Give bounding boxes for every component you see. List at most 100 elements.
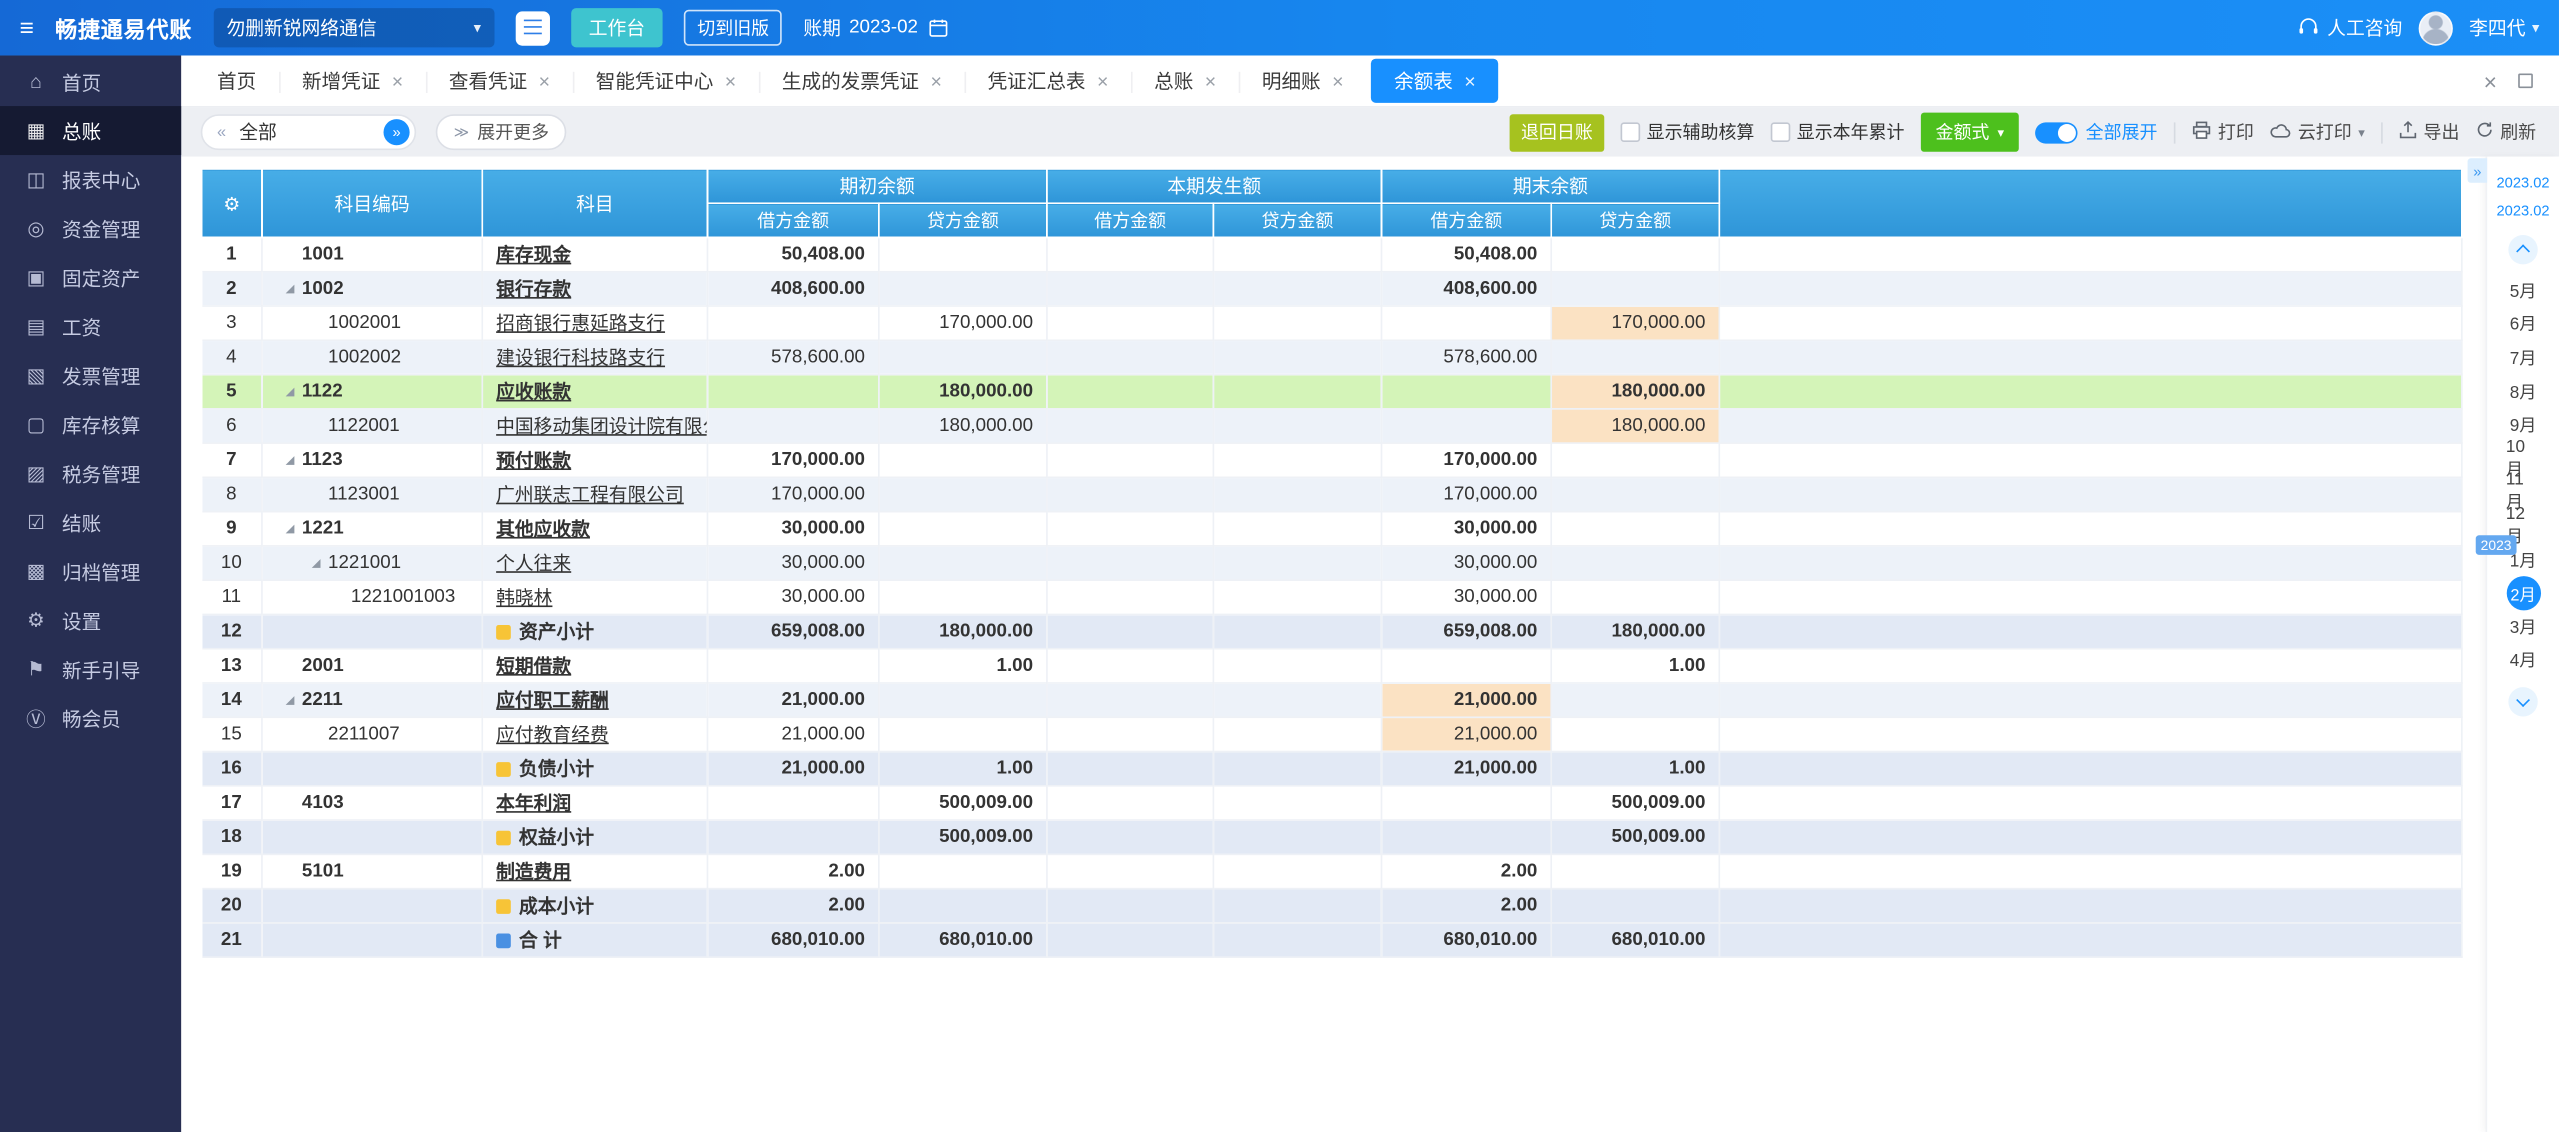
tab-balance-sheet[interactable]: 余额表 × (1371, 58, 1499, 103)
subject-link[interactable]: 本年利润 (496, 794, 572, 815)
subject-link[interactable]: 应付职工薪酬 (496, 691, 609, 712)
tab-close-icon[interactable]: × (538, 69, 551, 93)
table-row-20[interactable]: 20 成本小计 2.00 2.00 (201, 888, 2463, 924)
tab-view-voucher[interactable]: 查看凭证 × (426, 55, 573, 107)
sidebar-item-home[interactable]: ⌂ 首页 (0, 57, 181, 106)
fullscreen-icon[interactable] (2518, 73, 2533, 89)
subject-link[interactable]: 招商银行惠延路支行 (496, 314, 666, 335)
tab-close-icon[interactable]: × (1332, 69, 1344, 93)
month-item-10[interactable]: 10月 (2505, 436, 2526, 480)
support-link[interactable]: 人工咨询 (2298, 15, 2402, 41)
refresh-button[interactable]: 刷新 (2476, 119, 2536, 145)
close-all-tabs-icon[interactable]: × (2483, 67, 2497, 94)
tab-smart-voucher-center[interactable]: 智能凭证中心 × (572, 55, 759, 107)
expand-icon[interactable]: ◢ (285, 523, 295, 536)
month-item-1[interactable]: 1月 (2509, 550, 2537, 571)
tab-close-icon[interactable]: × (930, 69, 942, 93)
expand-icon[interactable]: ◢ (285, 386, 295, 399)
month-item-5[interactable]: 5月 (2509, 282, 2537, 302)
sidebar-item-archive[interactable]: ▩ 归档管理 (0, 547, 181, 596)
table-row-10[interactable]: 10 ◢ 1221001 个人往来 30,000.00 30,000.00 (201, 545, 2463, 581)
expand-icon[interactable]: ◢ (285, 455, 295, 467)
subject-link[interactable]: 应收账款 (496, 383, 572, 404)
month-item-9[interactable]: 9月 (2509, 416, 2537, 437)
table-row-14[interactable]: 14 ◢ 2211 应付职工薪酬 21,000.00 21,000.00 (201, 682, 2463, 719)
table-row-13[interactable]: 13 2001 短期借款 1.00 1.00 (201, 648, 2463, 684)
column-settings-gear-icon[interactable]: ⚙ (200, 168, 263, 239)
month-item-7[interactable]: 7月 (2509, 349, 2537, 369)
go-arrow-icon[interactable]: » (383, 119, 410, 146)
note-icon[interactable] (515, 10, 550, 45)
expand-icon[interactable]: ◢ (311, 558, 321, 570)
month-item-8[interactable]: 8月 (2509, 382, 2537, 403)
workbench-button[interactable]: 工作台 (570, 8, 664, 48)
table-row-2[interactable]: 2 ◢ 1002 银行存款 408,600.00 408,600.00 (201, 271, 2463, 307)
subject-link[interactable]: 建设银行科技路支行 (496, 349, 666, 369)
table-row-16[interactable]: 16 负债小计 21,000.00 1.00 21,000.00 1.00 (201, 751, 2463, 787)
table-row-15[interactable]: 15 2211007 应付教育经费 21,000.00 21,000.00 (201, 717, 2463, 753)
sidebar-item-inventory[interactable]: ▢ 库存核算 (0, 400, 181, 449)
scroll-down-icon[interactable] (2508, 687, 2538, 717)
table-row-9[interactable]: 9 ◢ 1221 其他应收款 30,000.00 30,000.00 (201, 511, 2463, 547)
subject-link[interactable]: 广州联志工程有限公司 (496, 486, 684, 506)
table-row-3[interactable]: 3 1002001 招商银行惠延路支行 170,000.00 170,000.0… (201, 306, 2463, 342)
table-row-6[interactable]: 6 1122001 中国移动集团设计院有限公司划 180,000.00 180,… (201, 408, 2463, 444)
subject-link[interactable]: 其他应收款 (496, 520, 590, 541)
subject-filter[interactable]: « 全部 » (200, 114, 417, 151)
amount-style-button[interactable]: 金额式 ▾ (1920, 112, 2019, 152)
table-row-21[interactable]: 21 合 计 680,010.00 680,010.00 680,010.00 … (201, 922, 2463, 958)
month-item-3[interactable]: 3月 (2509, 618, 2537, 638)
show-ytd-checkbox[interactable]: 显示本年累计 (1770, 119, 1904, 145)
tab-detail-ledger[interactable]: 明细账 × (1239, 55, 1366, 107)
sidebar-item-member[interactable]: Ⓥ 畅会员 (0, 694, 181, 743)
subject-link[interactable]: 短期借款 (496, 657, 572, 678)
sidebar-item-guide[interactable]: ⚑ 新手引导 (0, 645, 181, 694)
tab-new-voucher[interactable]: 新增凭证 × (279, 55, 426, 107)
subject-link[interactable]: 韩晓林 (496, 589, 553, 609)
tab-close-icon[interactable]: × (1464, 69, 1476, 93)
tab-voucher-summary[interactable]: 凭证汇总表 × (964, 55, 1132, 107)
period-range[interactable]: 2023.02 2023.02 (2487, 170, 2559, 225)
sidebar-item-closing[interactable]: ☑ 结账 (0, 498, 181, 547)
user-menu[interactable]: 李四代 ▾ (2469, 18, 2540, 40)
menu-icon[interactable]: ≡ (19, 13, 34, 42)
return-day-book-button[interactable]: 退回日账 (1509, 113, 1605, 151)
sidebar-item-settings[interactable]: ⚙ 设置 (0, 596, 181, 645)
sidebar-item-fixed-assets[interactable]: ▣ 固定资产 (0, 253, 181, 302)
expand-more-button[interactable]: ≫ 展开更多 (435, 114, 567, 151)
tab-close-icon[interactable]: × (391, 69, 404, 93)
export-button[interactable]: 导出 (2399, 119, 2459, 145)
tab-general-ledger[interactable]: 总账 × (1131, 55, 1239, 107)
table-row-7[interactable]: 7 ◢ 1123 预付账款 170,000.00 170,000.00 (201, 443, 2463, 479)
tab-home[interactable]: 首页 (217, 70, 257, 94)
sidebar-item-general-ledger[interactable]: ▦ 总账 (0, 106, 182, 156)
col-header-subject[interactable]: 科目 (481, 168, 709, 239)
accounting-period[interactable]: 账期 2023-02 (803, 15, 949, 41)
month-item-6[interactable]: 6月 (2509, 315, 2537, 336)
print-button[interactable]: 打印 (2192, 119, 2254, 145)
expand-all-toggle[interactable] (2035, 121, 2078, 143)
table-row-18[interactable]: 18 权益小计 500,009.00 500,009.00 (201, 820, 2463, 856)
subject-link[interactable]: 制造费用 (496, 863, 572, 883)
show-aux-checkbox[interactable]: 显示辅助核算 (1620, 119, 1754, 145)
table-row-1[interactable]: 1 1001 库存现金 50,408.00 50,408.00 (201, 237, 2463, 273)
subject-link[interactable]: 库存现金 (496, 246, 572, 267)
subject-link[interactable]: 预付账款 (496, 452, 572, 472)
table-row-8[interactable]: 8 1123001 广州联志工程有限公司 170,000.00 170,000.… (201, 477, 2463, 513)
subject-link[interactable]: 个人往来 (496, 554, 572, 575)
tab-close-icon[interactable]: × (1204, 69, 1217, 93)
table-row-12[interactable]: 12 资产小计 659,008.00 180,000.00 659,008.00… (201, 614, 2463, 650)
col-header-code[interactable]: 科目编码 (261, 168, 484, 239)
table-row-19[interactable]: 19 5101 制造费用 2.00 2.00 (201, 854, 2463, 890)
tab-close-icon[interactable]: × (724, 69, 737, 93)
sidebar-item-report-center[interactable]: ◫ 报表中心 (0, 155, 181, 204)
tab-generated-invoice-voucher[interactable]: 生成的发票凭证 × (759, 55, 965, 107)
expand-icon[interactable]: ◢ (285, 283, 295, 296)
collapse-panel-icon[interactable]: » (2467, 158, 2488, 183)
subject-link[interactable]: 应付教育经费 (496, 726, 609, 746)
switch-old-version-button[interactable]: 切到旧版 (684, 9, 783, 46)
month-item-2[interactable]: 2月 (2487, 576, 2559, 611)
table-row-11[interactable]: 11 1221001003 韩晓林 30,000.00 30,000.00 (201, 580, 2463, 616)
month-item-11[interactable]: 11月 (2505, 470, 2524, 514)
month-item-4[interactable]: 4月 (2509, 651, 2537, 672)
